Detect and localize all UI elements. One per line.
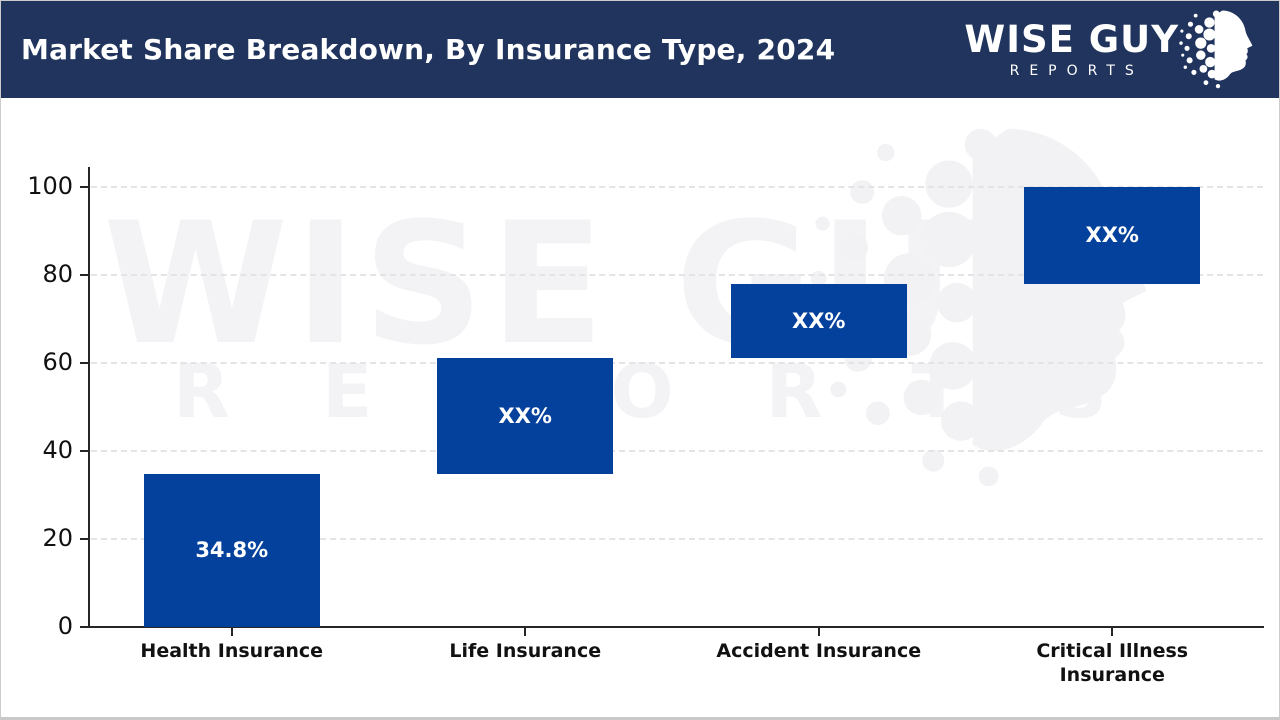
bar-accident-insurance: XX% xyxy=(730,283,907,359)
y-tick-label-100: 100 xyxy=(27,171,73,200)
x-tickmark-health-insurance xyxy=(230,628,233,636)
logo-subtitle: REPORTS xyxy=(1009,63,1144,79)
gridline-60 xyxy=(91,361,1263,364)
bar-critical-illness-insurance: XX% xyxy=(1024,186,1201,284)
x-tickmark-critical-illness-insurance xyxy=(1111,628,1114,636)
bar-value-label: XX% xyxy=(498,404,552,429)
y-tick-label-80: 80 xyxy=(42,259,73,288)
chart-title: Market Share Breakdown, By Insurance Typ… xyxy=(21,33,836,66)
wise-guy-reports-logo: WISE GUY REPORTS xyxy=(964,7,1261,93)
x-category-label-health-insurance: Health Insurance xyxy=(140,640,324,662)
x-category-label-accident-insurance: Accident Insurance xyxy=(716,640,922,662)
x-tickmark-life-insurance xyxy=(524,628,527,636)
gridline-20 xyxy=(91,537,1263,540)
y-tickmark-20 xyxy=(80,537,89,540)
y-axis-spine xyxy=(88,167,90,627)
x-category-label-life-insurance: Life Insurance xyxy=(449,640,602,662)
y-tick-label-60: 60 xyxy=(42,347,73,376)
y-tickmark-60 xyxy=(80,361,89,364)
y-tickmark-0 xyxy=(80,626,89,628)
x-category-label-critical-illness-insurance: Critical Illness Insurance xyxy=(1036,640,1189,686)
y-tick-label-20: 20 xyxy=(42,523,73,552)
bar-value-label: 34.8% xyxy=(195,538,269,563)
gridline-40 xyxy=(91,449,1263,452)
x-axis-spine xyxy=(88,626,1264,628)
gridline-100 xyxy=(91,185,1263,188)
x-tickmark-accident-insurance xyxy=(817,628,820,636)
gridline-80 xyxy=(91,273,1263,276)
bar-value-label: XX% xyxy=(792,309,846,334)
bar-life-insurance: XX% xyxy=(437,358,614,474)
y-tickmark-100 xyxy=(80,185,89,188)
bar-value-label: XX% xyxy=(1085,223,1139,248)
y-tickmark-40 xyxy=(80,449,89,452)
logo-wordmark: WISE GUY xyxy=(964,18,1179,61)
y-tick-label-40: 40 xyxy=(42,435,73,464)
y-tick-label-0: 0 xyxy=(57,612,73,640)
header-banner: Market Share Breakdown, By Insurance Typ… xyxy=(1,1,1279,98)
y-tickmark-80 xyxy=(80,273,89,276)
logo-head-profile-icon xyxy=(1179,9,1253,88)
bar-health-insurance: 34.8% xyxy=(143,473,320,627)
